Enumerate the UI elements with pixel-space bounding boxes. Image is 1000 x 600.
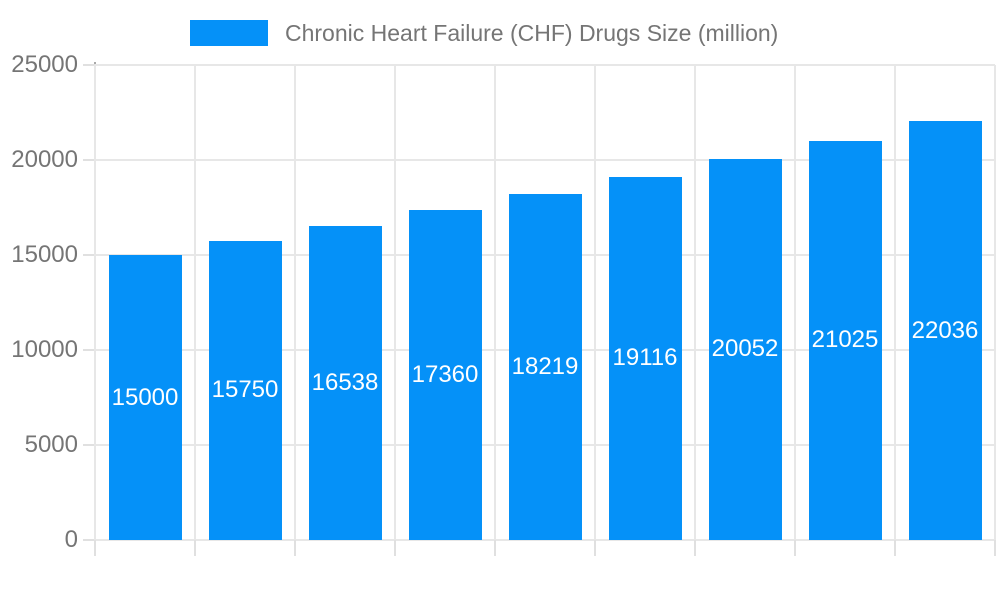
y-tick-label: 0 bbox=[64, 526, 78, 553]
bar-2033[interactable]: 22036 bbox=[908, 121, 982, 540]
y-tick-label: 15000 bbox=[11, 241, 78, 268]
x-axis-tick bbox=[594, 540, 596, 556]
legend-color-swatch bbox=[190, 20, 268, 46]
bar-2028[interactable]: 17360 bbox=[408, 210, 482, 540]
y-axis-tick bbox=[83, 444, 95, 446]
y-tick-label: 5000 bbox=[24, 431, 78, 458]
bar-value-label: 15000 bbox=[111, 383, 179, 411]
plot-area: 0500010000150002000025000150002025157502… bbox=[11, 53, 996, 556]
y-tick-label: 10000 bbox=[11, 336, 78, 363]
y-gridline bbox=[95, 159, 995, 161]
bar-value-label: 18219 bbox=[511, 352, 579, 380]
y-axis-tick bbox=[83, 64, 95, 66]
y-axis-tick bbox=[83, 349, 95, 351]
x-gridline bbox=[194, 65, 196, 540]
legend-item[interactable]: Chronic Heart Failure (CHF) Drugs Size (… bbox=[190, 18, 778, 48]
x-axis-tick bbox=[294, 540, 296, 556]
x-axis-tick bbox=[194, 540, 196, 556]
bar-2031[interactable]: 20052 bbox=[708, 159, 782, 540]
x-axis-tick bbox=[994, 540, 996, 556]
x-gridline bbox=[494, 65, 496, 540]
bar-value-label: 15750 bbox=[211, 376, 279, 404]
bar-value-label: 17360 bbox=[411, 361, 479, 389]
x-gridline bbox=[694, 65, 696, 540]
bar-value-label: 19116 bbox=[612, 344, 678, 372]
x-axis-tick bbox=[494, 540, 496, 556]
x-axis-tick bbox=[694, 540, 696, 556]
y-tick-label: 20000 bbox=[11, 146, 78, 173]
bar-value-label: 21025 bbox=[811, 326, 879, 354]
x-gridline bbox=[594, 65, 596, 540]
x-gridline bbox=[994, 65, 996, 540]
bar-2029[interactable]: 18219 bbox=[508, 193, 582, 540]
bar-value-label: 20052 bbox=[711, 335, 779, 363]
bar-value-label: 16538 bbox=[311, 368, 379, 396]
bar-2027[interactable]: 16538 bbox=[308, 225, 382, 540]
y-tick-label: 25000 bbox=[11, 51, 78, 78]
bar-2025[interactable]: 15000 bbox=[108, 255, 182, 540]
bar-2026[interactable]: 15750 bbox=[208, 240, 282, 540]
x-gridline bbox=[394, 65, 396, 540]
y-gridline bbox=[95, 64, 995, 66]
x-gridline bbox=[894, 65, 896, 540]
x-axis-tick bbox=[394, 540, 396, 556]
x-axis-tick bbox=[94, 540, 96, 556]
y-gridline bbox=[95, 539, 995, 541]
x-gridline bbox=[94, 65, 96, 540]
x-axis-tick bbox=[894, 540, 896, 556]
legend-label: Chronic Heart Failure (CHF) Drugs Size (… bbox=[285, 20, 779, 46]
x-gridline bbox=[794, 65, 796, 540]
y-axis-tick bbox=[83, 539, 95, 541]
bar-value-label: 22036 bbox=[911, 316, 979, 344]
x-axis-tick bbox=[794, 540, 796, 556]
bar-2030[interactable]: 19116 bbox=[608, 176, 682, 540]
y-axis-tick bbox=[83, 254, 95, 256]
bar-2032[interactable]: 21025 bbox=[808, 140, 882, 540]
x-gridline bbox=[294, 65, 296, 540]
y-axis-tick bbox=[83, 159, 95, 161]
